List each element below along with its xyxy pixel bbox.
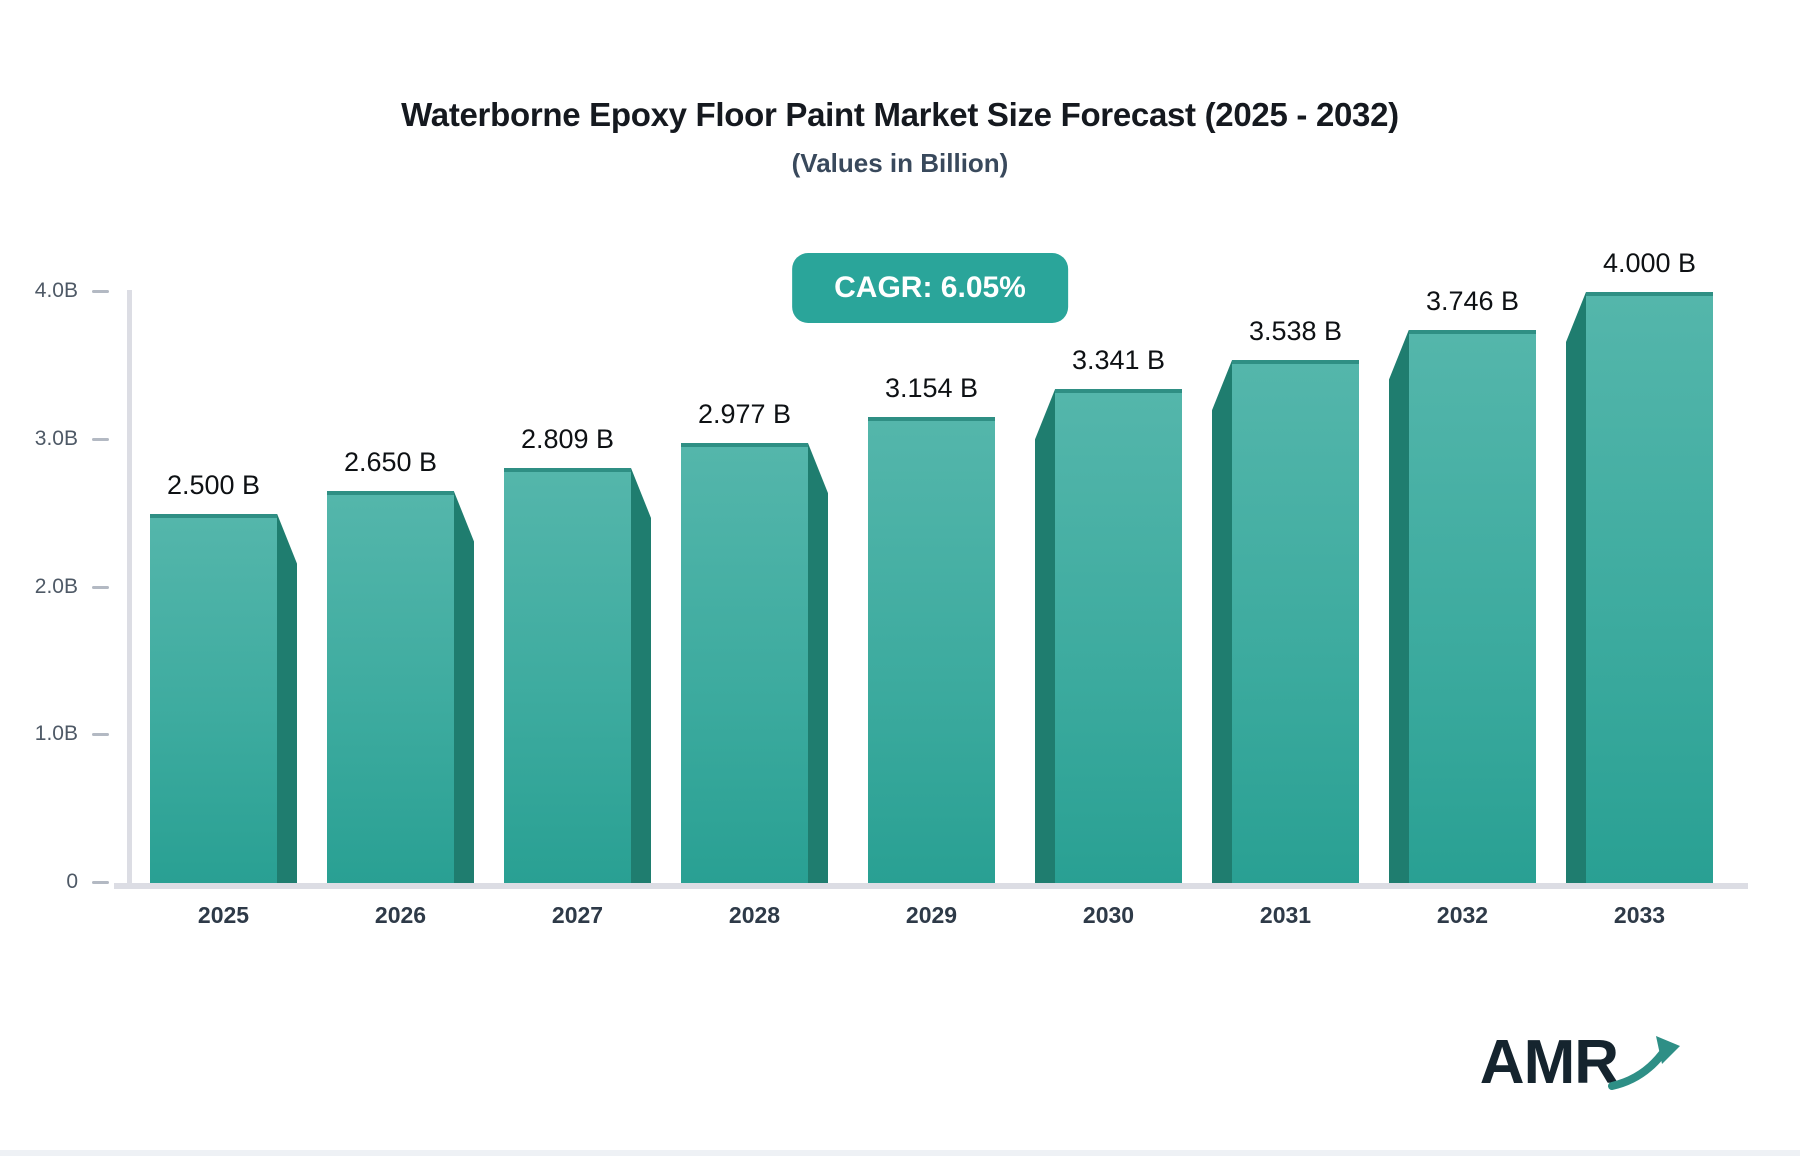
bar-front-face [868,416,995,883]
bar: 3.341 B [1035,345,1182,883]
x-axis-label: 2029 [905,902,958,928]
bar-side-face [808,443,828,883]
bar: 2.977 B [681,399,828,883]
cagr-badge: CAGR: 6.05% [792,253,1068,323]
y-axis-line [127,290,132,889]
bar-value-label: 3.746 B [1425,285,1520,316]
bar-front-face [150,513,277,883]
x-axis-label: 2026 [374,902,427,928]
bar-value-label: 4.000 B [1602,248,1697,278]
y-tick-mark [92,437,109,441]
y-tick-mark [92,733,109,737]
bar: 2.650 B [327,447,474,883]
bar-value-label: 2.500 B [166,469,261,500]
y-tick-label: 0 [66,870,78,893]
bar-side-face [1212,360,1232,883]
x-axis-baseline [114,883,1748,889]
y-tick-mark [92,290,109,293]
cagr-badge-label: CAGR: 6.05% [834,271,1026,304]
bar-front-face [1055,389,1182,883]
bar-front-face [327,491,454,883]
bar-side-face [454,491,474,883]
y-tick-mark [92,881,109,884]
x-axis-label: 2030 [1082,902,1135,928]
bar-value-label: 2.977 B [697,399,792,430]
y-tick-mark [92,585,109,589]
bar-side-face [1566,292,1586,883]
bar: 3.746 B [1389,286,1536,883]
chart-title: Waterborne Epoxy Floor Paint Market Size… [401,96,1399,133]
x-axis-label: 2025 [197,902,250,928]
y-tick-label: 1.0B [34,722,78,746]
y-tick-label: 4.0B [34,279,78,302]
bar-front-face [1409,329,1536,883]
bar: 4.000 B [1566,248,1713,883]
amr-logo: AMR [1480,1032,1684,1094]
bar: 2.809 B [504,424,651,883]
bar-front-face [1232,360,1359,883]
bar-value-label: 3.341 B [1071,345,1166,376]
x-axis-label: 2033 [1613,902,1666,928]
x-axis-label: 2028 [728,902,781,928]
x-axis-label: 2031 [1259,902,1312,928]
bar: 3.154 B [858,373,1005,883]
bar-side-face [277,513,297,883]
bar-front-face [504,467,631,883]
bar: 2.500 B [150,470,297,883]
bar: 3.538 B [1212,316,1359,883]
amr-logo-text: AMR [1479,1028,1619,1097]
bar-side-face [631,467,651,883]
bar-value-label: 2.809 B [520,423,615,454]
bar-front-face [1586,292,1713,883]
growth-arrow-icon [1608,1036,1680,1090]
bar-front-face [681,443,808,883]
bar-value-label: 3.154 B [884,372,979,403]
bar-value-label: 3.538 B [1248,316,1343,347]
y-tick-label: 3.0B [34,426,78,450]
bar-side-face [1389,329,1409,883]
bar-side-face [1035,389,1055,883]
chart-subtitle: (Values in Billion) [791,148,1009,178]
bar-value-label: 2.650 B [343,447,438,478]
y-tick-label: 2.0B [34,574,78,598]
x-axis-label: 2027 [551,902,604,928]
x-axis-label: 2032 [1436,902,1489,928]
